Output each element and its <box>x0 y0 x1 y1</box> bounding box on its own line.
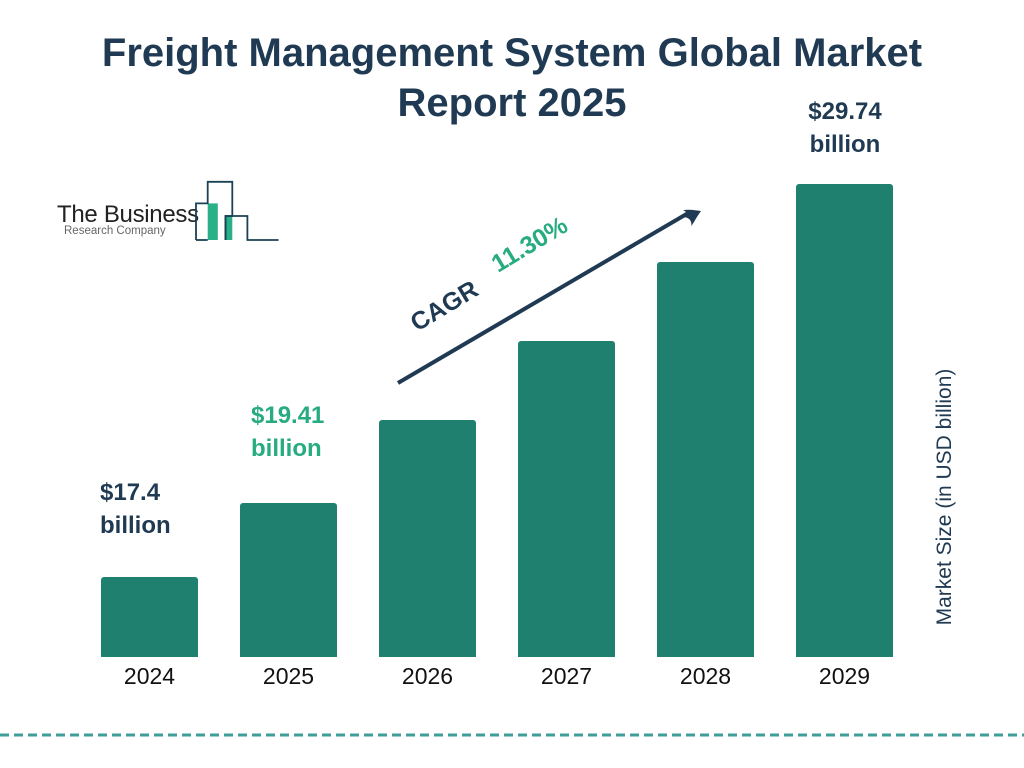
svg-text:11.30%: 11.30% <box>487 211 573 278</box>
svg-text:CAGR: CAGR <box>406 275 484 337</box>
